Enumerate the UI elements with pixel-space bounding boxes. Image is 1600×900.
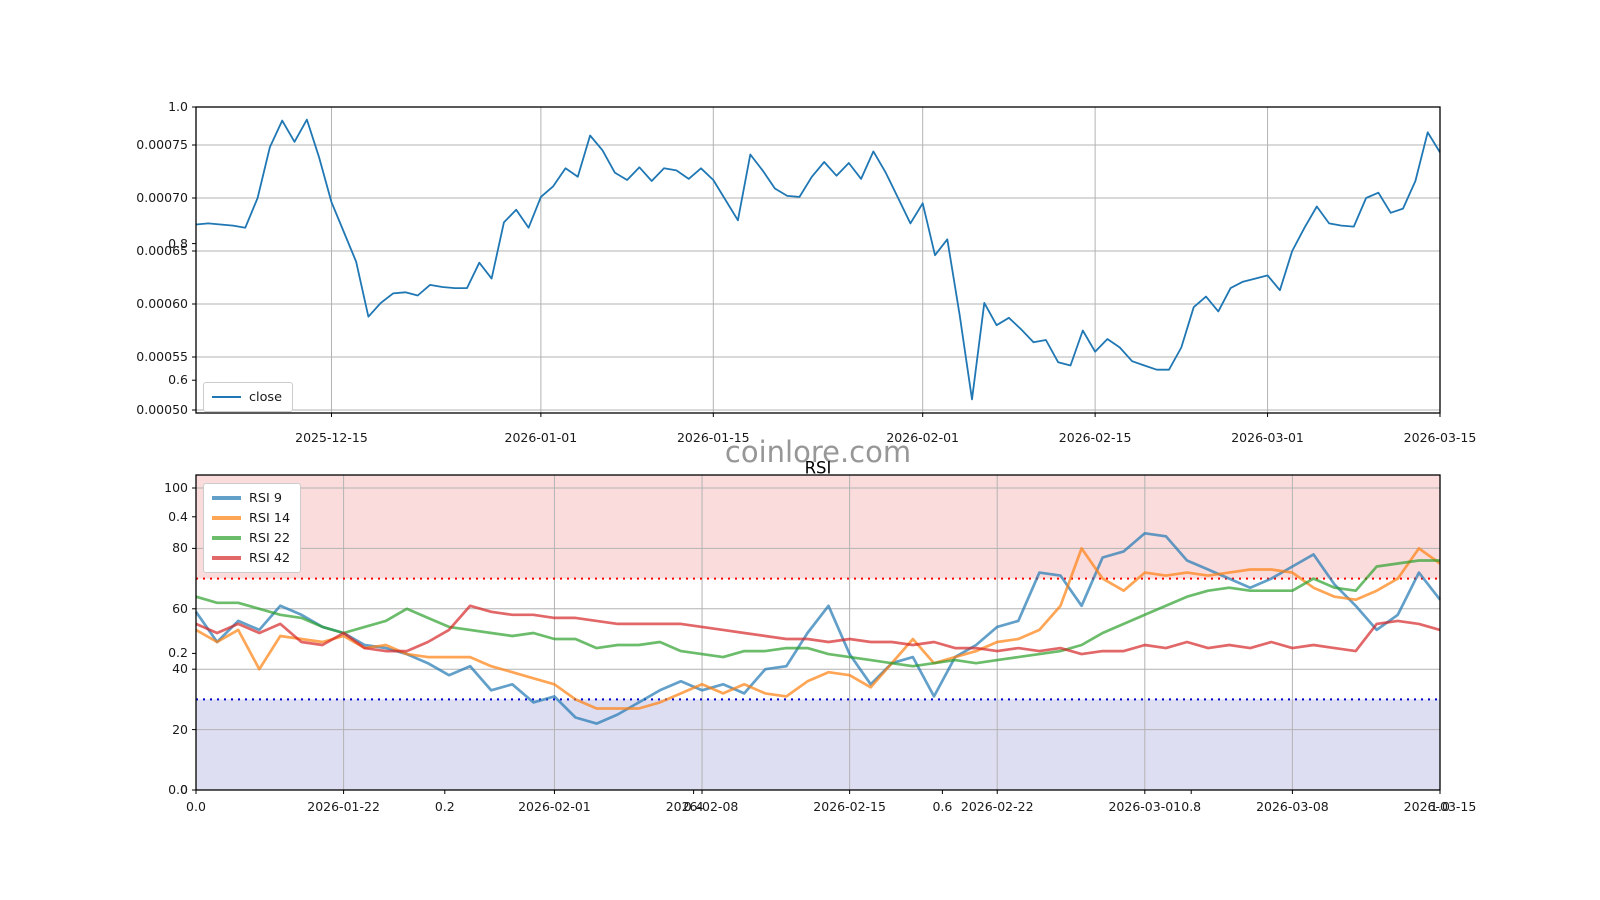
price-ytick-label: 0.00065 — [136, 243, 188, 258]
overbought-band — [196, 475, 1440, 579]
price-xtick-label: 2025-12-15 — [295, 430, 368, 445]
close-line-swatch — [212, 396, 241, 398]
price-ytick-label: 0.00050 — [136, 402, 188, 417]
rsi42-line-swatch — [212, 556, 241, 560]
legend-item-close: close — [212, 387, 282, 407]
overlay-xtick-label: 0.0 — [186, 799, 206, 814]
rsi-xtick-label: 2026-02-01 — [518, 799, 591, 814]
price-xtick-label: 2026-02-15 — [1058, 430, 1132, 445]
legend-label-rsi42: RSI 42 — [249, 550, 291, 566]
legend-label-rsi9: RSI 9 — [249, 490, 282, 506]
rsi-xtick-label: 2026-02-15 — [813, 799, 886, 814]
rsi-ytick-label: 60 — [172, 600, 188, 616]
rsi22-line-swatch — [212, 536, 241, 540]
rsi9-line-swatch — [212, 496, 241, 500]
legend-label-rsi14: RSI 14 — [249, 510, 291, 526]
legend-label-close: close — [249, 389, 282, 405]
rsi-xtick-label: 2026-03-01 — [1108, 799, 1182, 814]
rsi-line-rsi42 — [195, 604, 1441, 656]
price-ytick-label: 0.00075 — [136, 137, 188, 152]
price-xtick-label: 2026-03-01 — [1231, 430, 1304, 445]
rsi-xtick-label: 2026-02-08 — [665, 799, 739, 814]
price-axes-border — [195, 106, 1441, 414]
rsi-ytick-label: 0 — [180, 782, 188, 797]
legend-label-rsi22: RSI 22 — [249, 530, 291, 546]
rsi-line-rsi22 — [195, 559, 1440, 668]
legend-item-rsi42: RSI 42 — [212, 548, 290, 568]
rsi-ytick-label: 20 — [172, 721, 188, 737]
overlay-ytick-label: 0.8 — [168, 235, 188, 251]
watermark: coinlore.com — [724, 435, 912, 469]
price-xtick-label: 2026-03-15 — [1403, 430, 1477, 445]
overlay-ytick-label: 0.0 — [168, 782, 188, 797]
rsi-ytick-label: 80 — [172, 540, 188, 556]
rsi-chart-title: RSI — [804, 458, 832, 478]
price-ytick-label: 0.00070 — [136, 190, 188, 205]
rsi-xtick-label: 2026-01-22 — [307, 799, 380, 814]
overlay-ytick-label: 0.6 — [168, 372, 188, 388]
rsi-xtick-label: 2026-03-15 — [1403, 799, 1477, 814]
overlay-ytick-label: 0.4 — [168, 508, 188, 524]
rsi14-line-swatch — [212, 516, 241, 520]
rsi-ytick-label: 100 — [164, 480, 188, 495]
legend-item-rsi9: RSI 9 — [212, 488, 290, 508]
close-line — [195, 118, 1441, 401]
overlay-xtick-label: 0.6 — [932, 799, 953, 814]
price-legend: close — [203, 382, 293, 412]
overlay-xtick-label: 0.2 — [434, 799, 455, 814]
rsi-xtick-label: 2026-03-08 — [1256, 799, 1329, 814]
overlay-xtick-label: 0.8 — [1181, 799, 1202, 814]
rsi-ytick-label: 40 — [172, 661, 188, 677]
legend-item-rsi14: RSI 14 — [212, 508, 290, 528]
rsi-line-rsi14 — [195, 547, 1441, 710]
overlay-xtick-label: 0.4 — [683, 799, 704, 814]
rsi-axes-border — [195, 474, 1441, 791]
legend-item-rsi22: RSI 22 — [212, 528, 290, 548]
overlay-ytick-label: 1.0 — [168, 99, 188, 114]
price-ytick-label: 0.00060 — [136, 296, 188, 311]
overlay-xtick-label: 1.0 — [1430, 799, 1450, 814]
price-ytick-label: 0.00055 — [136, 349, 188, 364]
price-xtick-label: 2026-01-15 — [676, 430, 750, 445]
overlay-ytick-label: 0.2 — [168, 645, 188, 661]
rsi-xtick-label: 2026-02-22 — [960, 799, 1034, 814]
price-xtick-label: 2026-01-01 — [504, 430, 578, 445]
rsi-legend: RSI 9 RSI 14 RSI 22 RSI 42 — [203, 483, 302, 573]
price-xtick-label: 2026-02-01 — [886, 430, 960, 445]
oversold-band — [196, 699, 1440, 790]
